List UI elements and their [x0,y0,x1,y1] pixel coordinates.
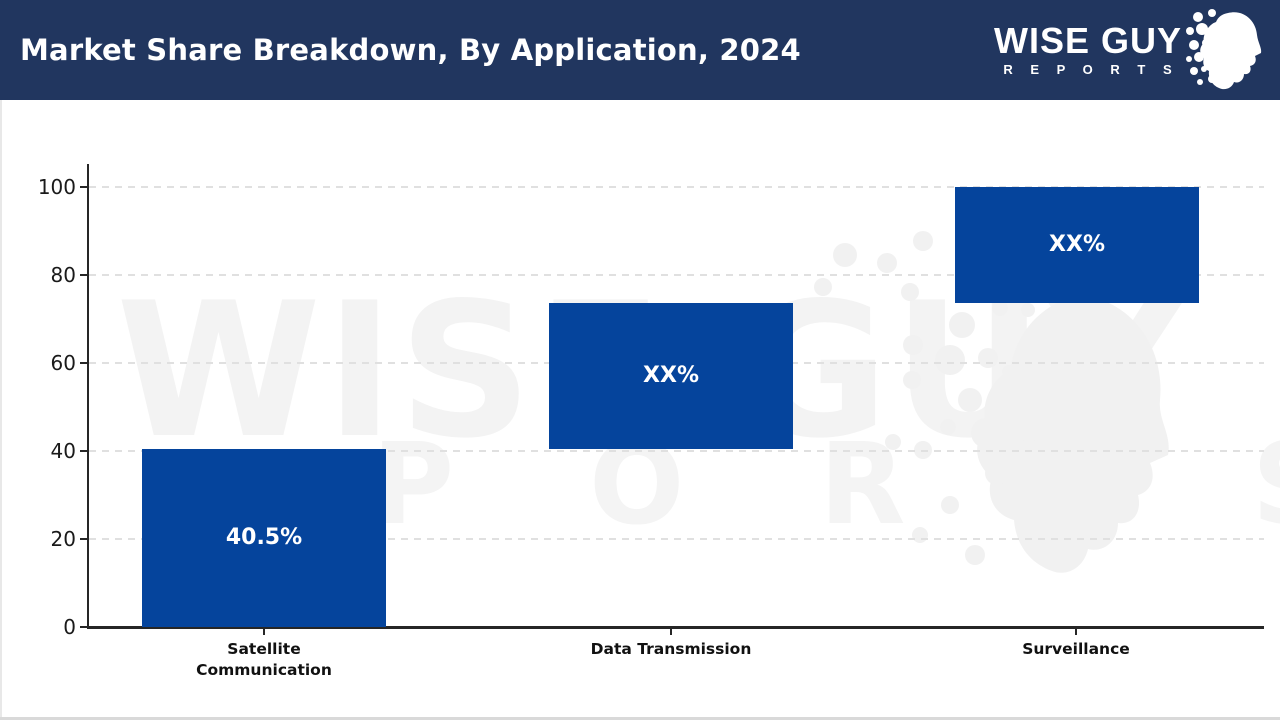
footer-strip [0,717,1280,720]
x-tick-mark [670,629,672,635]
logo-text: WISE GUY R E P O R T S [993,20,1182,78]
y-tick-label-100: 100 [37,174,76,199]
y-tick-mark [80,273,87,276]
y-tick-label-40: 40 [50,438,76,463]
chart-title: Market Share Breakdown, By Application, … [20,33,801,67]
logo-wordmark: WISE GUY [993,20,1182,61]
watermark-face-icon [814,231,1169,573]
y-tick-mark [80,449,87,452]
wiseguy-face-icon [1186,9,1262,90]
gridline-20 [89,537,1264,540]
x-tick-mark [1075,629,1077,635]
y-axis-line [87,164,89,628]
header-bar: Market Share Breakdown, By Application, … [0,0,1280,100]
bar-value-label: XX% [643,363,699,389]
wiseguy-logo: WISE GUY R E P O R T S [994,7,1262,93]
y-tick-mark [80,361,87,364]
gridline-100 [89,185,1264,188]
logo-subtitle: R E P O R T S [1003,62,1179,77]
category-label-data-transmission: Data Transmission [590,640,752,658]
gridline-80 [89,273,1264,276]
category-label-surveillance: Surveillance [1022,640,1130,658]
gridline-40 [89,449,1264,452]
x-axis-line [87,626,1264,629]
y-tick-label-80: 80 [50,262,76,287]
bar-value-label: 40.5% [225,525,303,551]
y-tick-mark [80,626,87,628]
bar-surveillance: XX% [955,186,1199,304]
y-tick-mark [80,537,87,540]
bar-value-label: XX% [1049,232,1105,258]
y-tick-label-20: 20 [50,526,76,551]
y-tick-label-0: 0 [63,615,76,639]
category-label-satellite-communication: Satellite Communication [196,640,332,679]
left-edge-line [0,100,2,717]
bar-satellite-communication: 40.5% [142,448,386,627]
x-tick-mark [263,629,265,635]
bar-data-transmission: XX% [549,303,793,449]
y-tick-label-60: 60 [50,350,76,375]
y-tick-mark [80,185,87,188]
